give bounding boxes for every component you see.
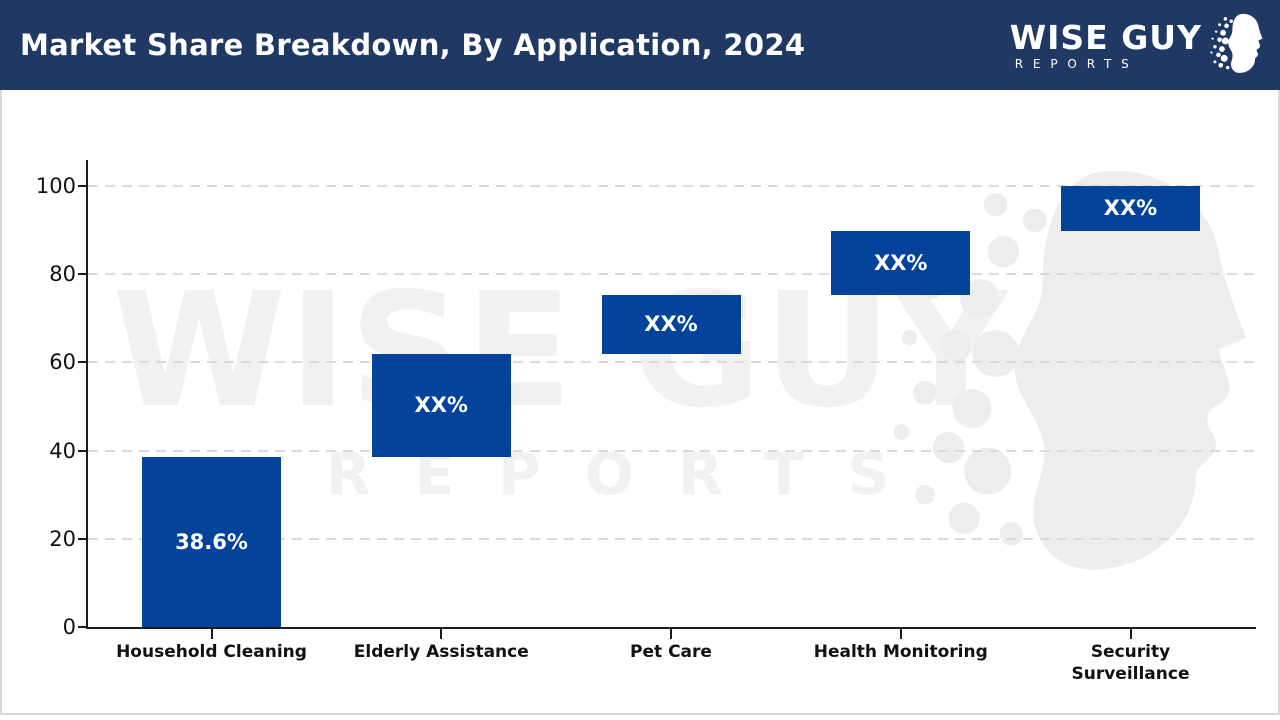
x-tick-mark xyxy=(899,629,902,639)
gridline xyxy=(88,537,1256,540)
y-tick-mark xyxy=(78,273,88,276)
y-tick-label: 80 xyxy=(49,262,76,287)
watermark-text-1: WISE GUY xyxy=(112,259,1011,443)
x-tick-mark xyxy=(440,629,443,639)
y-axis xyxy=(86,160,88,629)
bar-value-label-security-surveillance: XX% xyxy=(1103,196,1158,221)
y-tick-mark xyxy=(78,626,88,628)
x-category-label-security-surveillance: Security Surveillance xyxy=(1071,642,1190,685)
x-tick-mark xyxy=(1129,629,1132,639)
logo-wordmark: WISE GUY REPORTS xyxy=(1010,21,1202,70)
y-tick-label: 100 xyxy=(35,174,76,198)
x-category-label-elderly-assistance: Elderly Assistance xyxy=(353,642,529,662)
x-tick-mark xyxy=(210,629,213,639)
bar-value-label-pet-care: XX% xyxy=(644,312,698,337)
x-axis xyxy=(86,627,1256,629)
gridline xyxy=(88,185,1256,187)
page-title: Market Share Breakdown, By Application, … xyxy=(20,28,806,62)
frame-border-right xyxy=(1278,90,1280,715)
y-tick-mark xyxy=(78,185,88,187)
y-tick-label: 20 xyxy=(49,526,76,551)
gridline xyxy=(88,449,1256,452)
frame-border-bottom xyxy=(0,713,1280,715)
bar-household-cleaning: 38.6% xyxy=(142,456,281,627)
y-tick-mark xyxy=(78,361,88,364)
x-tick-mark xyxy=(670,629,672,639)
x-category-label-pet-care: Pet Care xyxy=(630,642,712,662)
frame-border-left xyxy=(0,90,2,715)
bar-value-label-health-monitoring: XX% xyxy=(874,250,928,275)
y-tick-label: 60 xyxy=(49,350,76,375)
bar-elderly-assistance: XX% xyxy=(371,354,511,457)
bar-value-label-elderly-assistance: XX% xyxy=(414,393,468,418)
logo-subtitle: REPORTS xyxy=(1014,56,1139,71)
bar-security-surveillance: XX% xyxy=(1061,186,1200,231)
y-tick-mark xyxy=(78,449,88,452)
gridline xyxy=(88,273,1256,276)
bar-pet-care: XX% xyxy=(601,294,741,355)
y-tick-mark xyxy=(78,537,88,540)
y-tick-label: 40 xyxy=(49,438,76,463)
wiseguy-logo: WISE GUY REPORTS xyxy=(1010,13,1266,77)
bar-health-monitoring: XX% xyxy=(831,230,971,295)
x-category-label-household-cleaning: Household Cleaning xyxy=(116,642,307,662)
y-tick-label: 0 xyxy=(62,615,76,639)
gridline xyxy=(88,361,1256,364)
wiseguy-head-icon xyxy=(1208,13,1266,77)
header-bar: Market Share Breakdown, By Application, … xyxy=(0,0,1280,90)
x-category-label-health-monitoring: Health Monitoring xyxy=(813,642,988,662)
bar-value-label-household-cleaning: 38.6% xyxy=(175,529,248,554)
logo-title: WISE GUY xyxy=(1009,17,1202,57)
